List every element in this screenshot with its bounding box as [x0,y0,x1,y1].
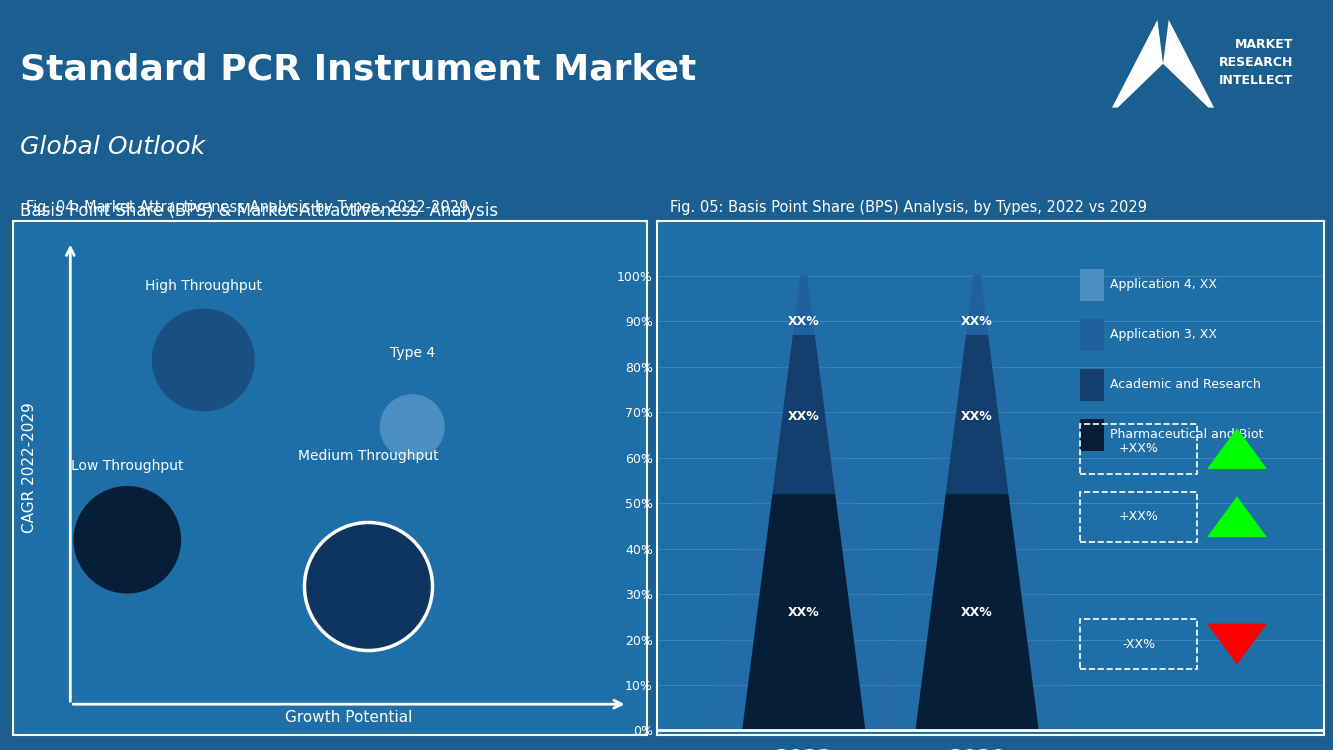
Text: -XX%: -XX% [1122,638,1156,650]
Text: Academic and Research: Academic and Research [1110,379,1261,392]
Bar [1081,319,1104,351]
Text: Basis Point Share (BPS) & Market Attractiveness  Analysis: Basis Point Share (BPS) & Market Attract… [20,202,499,220]
Text: Fig. 04: Market Attractiveness Analysis by Types, 2022-2029: Fig. 04: Market Attractiveness Analysis … [27,200,468,214]
Polygon shape [1208,623,1268,664]
Text: XX%: XX% [788,606,820,619]
Text: +XX%: +XX% [1118,442,1158,455]
Polygon shape [916,494,1038,730]
Text: Growth Potential: Growth Potential [285,710,413,724]
Polygon shape [966,276,988,335]
Polygon shape [793,276,814,335]
Bar [1081,419,1104,451]
Text: XX%: XX% [961,315,993,328]
Polygon shape [772,335,836,494]
Text: Low Throughput: Low Throughput [71,459,184,473]
Text: XX%: XX% [961,410,993,423]
Polygon shape [945,335,1009,494]
Point [117,534,139,546]
Text: Pharmaceutical and Biot: Pharmaceutical and Biot [1110,428,1264,442]
Polygon shape [1162,20,1214,108]
Bar [1081,269,1104,301]
Polygon shape [1208,428,1268,469]
Polygon shape [1112,20,1162,108]
Text: MARKET
RESEARCH
INTELLECT: MARKET RESEARCH INTELLECT [1218,38,1293,86]
Polygon shape [877,239,1077,730]
Text: XX%: XX% [961,606,993,619]
Polygon shape [1208,496,1268,537]
Text: Standard PCR Instrument Market: Standard PCR Instrument Market [20,53,696,86]
Text: High Throughput: High Throughput [145,279,261,293]
Point [192,354,213,366]
Text: Application 4, XX: Application 4, XX [1110,278,1217,292]
Text: Global Outlook: Global Outlook [20,135,205,159]
Polygon shape [742,494,865,730]
Text: Application 3, XX: Application 3, XX [1110,328,1217,341]
Text: Medium Throughput: Medium Throughput [297,448,439,463]
Bar [1081,369,1104,400]
Polygon shape [704,239,904,730]
Point [401,421,423,433]
Text: CAGR 2022-2029: CAGR 2022-2029 [21,403,37,533]
Text: Fig. 05: Basis Point Share (BPS) Analysis, by Types, 2022 vs 2029: Fig. 05: Basis Point Share (BPS) Analysi… [670,200,1148,214]
Text: XX%: XX% [788,315,820,328]
Point [357,580,379,592]
Text: XX%: XX% [788,410,820,423]
Text: Type 4: Type 4 [389,346,435,360]
Text: +XX%: +XX% [1118,510,1158,524]
